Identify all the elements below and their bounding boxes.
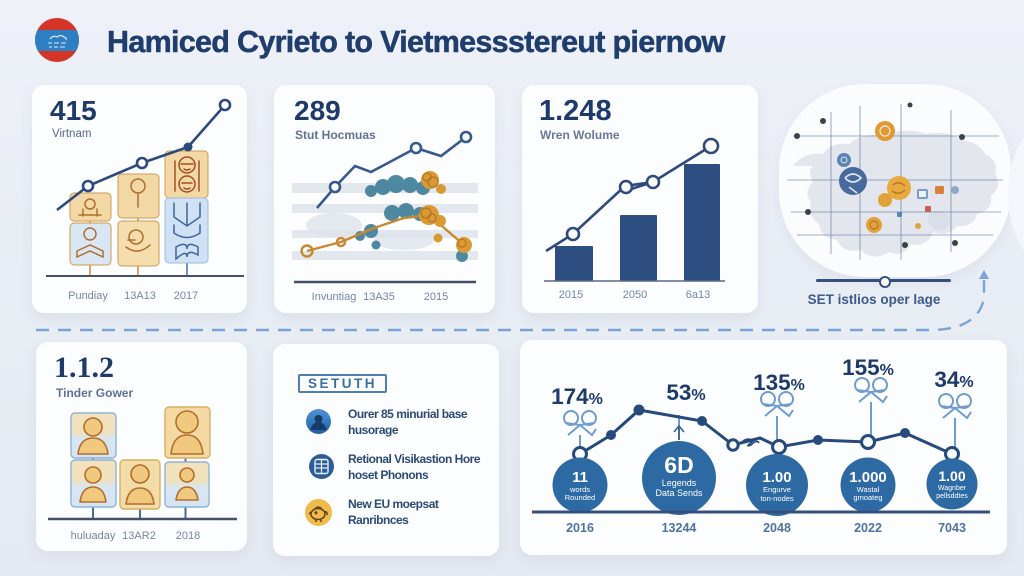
svg-text:2018: 2018 xyxy=(176,530,200,542)
svg-text:words: words xyxy=(569,485,590,494)
svg-text:2015: 2015 xyxy=(559,289,583,301)
svg-text:Rounded: Rounded xyxy=(565,493,595,502)
svg-text:2015: 2015 xyxy=(424,291,448,303)
svg-text:Legends: Legends xyxy=(662,478,697,488)
svg-text:1.000: 1.000 xyxy=(849,469,887,486)
svg-text:2017: 2017 xyxy=(174,290,198,302)
svg-text:11: 11 xyxy=(572,469,588,486)
svg-text:Pundiay: Pundiay xyxy=(68,290,108,302)
svg-text:135%: 135% xyxy=(753,370,805,395)
svg-text:174%: 174% xyxy=(551,384,603,409)
svg-text:2016: 2016 xyxy=(566,521,594,535)
svg-text:13AR2: 13AR2 xyxy=(122,530,156,542)
svg-text:155%: 155% xyxy=(842,355,894,380)
svg-text:2022: 2022 xyxy=(854,521,882,535)
svg-text:2048: 2048 xyxy=(763,521,791,535)
svg-text:13244: 13244 xyxy=(662,521,697,535)
svg-text:ton-nodes: ton-nodes xyxy=(760,494,794,503)
svg-text:Engurve: Engurve xyxy=(763,485,791,494)
svg-text:Data Sends: Data Sends xyxy=(655,488,703,498)
svg-text:Invuntiag: Invuntiag xyxy=(312,291,357,303)
svg-text:huluaday: huluaday xyxy=(71,530,116,542)
svg-text:pellsddtes: pellsddtes xyxy=(936,493,968,500)
svg-text:1.00: 1.00 xyxy=(762,469,791,486)
svg-text:13A35: 13A35 xyxy=(363,291,395,303)
svg-text:gmoateg: gmoateg xyxy=(853,493,882,502)
svg-text:13A13: 13A13 xyxy=(124,290,156,302)
svg-text:53%: 53% xyxy=(666,380,705,405)
svg-text:34%: 34% xyxy=(934,367,973,392)
svg-text:6D: 6D xyxy=(664,452,693,478)
svg-text:1.00: 1.00 xyxy=(938,468,965,484)
svg-text:2050: 2050 xyxy=(623,289,647,301)
svg-text:Wastal: Wastal xyxy=(857,485,880,494)
svg-text:7043: 7043 xyxy=(938,521,966,535)
svg-text:Wagnber: Wagnber xyxy=(938,485,967,492)
svg-text:6a13: 6a13 xyxy=(686,289,710,301)
